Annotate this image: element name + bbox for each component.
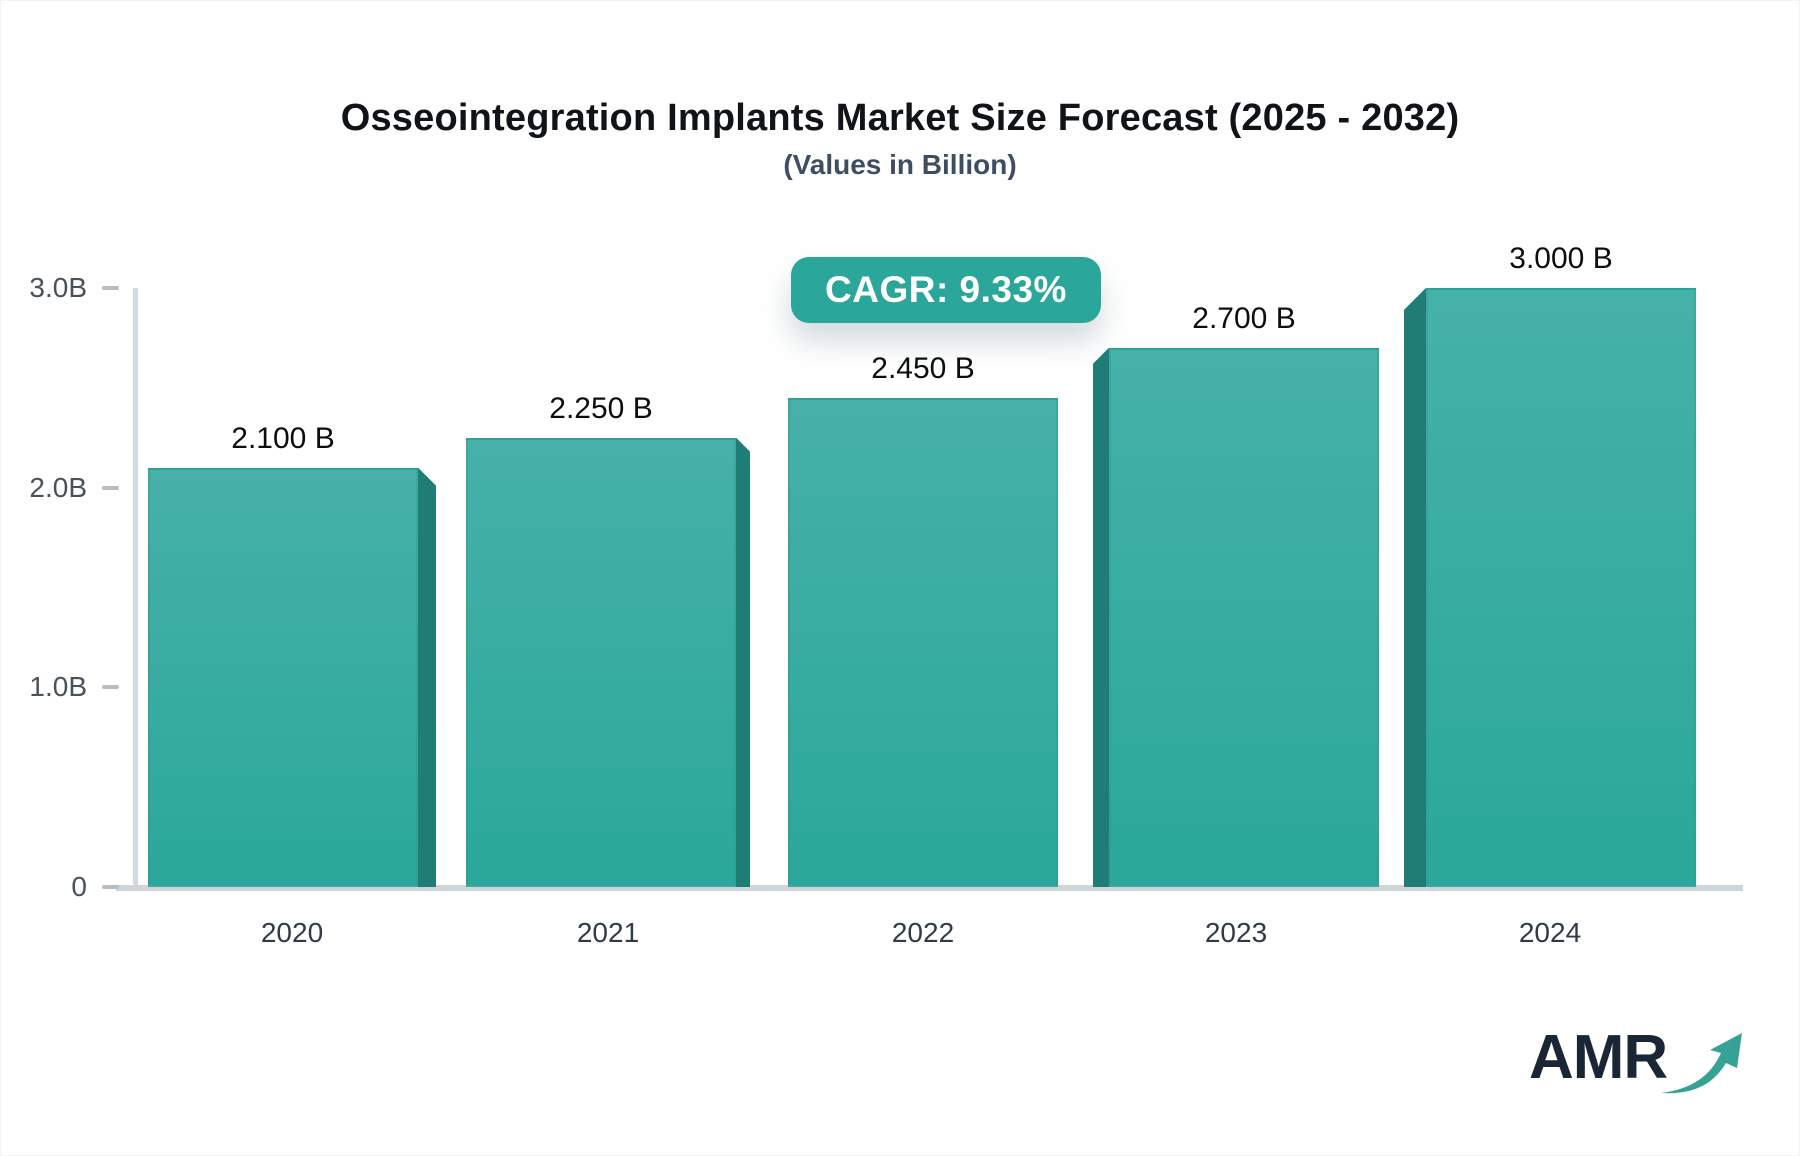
- x-axis-line: [116, 885, 1743, 891]
- amr-logo: AMR: [1529, 1027, 1749, 1101]
- bar-value-label: 2.250 B: [549, 391, 653, 425]
- y-axis-line: [133, 288, 138, 890]
- x-tick-label: 2021: [576, 917, 640, 948]
- y-tick-mark: [102, 485, 119, 490]
- bar: [466, 437, 736, 887]
- x-tick-label: 2023: [1204, 917, 1268, 948]
- bar-side: [418, 467, 436, 887]
- bar-value-label: 2.700 B: [1192, 301, 1296, 335]
- cagr-badge-label: CAGR: 9.33%: [825, 269, 1067, 310]
- bar: [1109, 347, 1379, 887]
- bar-value-label: 2.100 B: [231, 421, 335, 455]
- x-tick-label: 2020: [260, 917, 324, 948]
- x-tick-label: 2024: [1518, 917, 1582, 948]
- bar: [1426, 287, 1696, 887]
- cagr-badge: CAGR: 9.33%: [791, 257, 1101, 323]
- chart-subtitle: (Values in Billion): [783, 149, 1017, 180]
- y-tick-label: 0: [71, 871, 87, 902]
- bar-value-label: 2.450 B: [871, 351, 975, 385]
- y-tick-mark: [102, 285, 119, 290]
- logo-text: AMR: [1529, 1023, 1668, 1092]
- growth-arrow-icon: [1661, 1033, 1743, 1094]
- bar-value-label: 3.000 B: [1509, 241, 1613, 275]
- y-tick-mark: [102, 685, 119, 690]
- y-tick-mark: [102, 885, 119, 889]
- bar: [788, 397, 1058, 887]
- y-tick-label: 1.0B: [29, 671, 87, 703]
- bar: [148, 467, 418, 887]
- chart-title: Osseointegration Implants Market Size Fo…: [340, 97, 1460, 139]
- bar-side: [1404, 287, 1426, 887]
- x-tick-label: 2022: [891, 917, 955, 948]
- bar-side: [1093, 347, 1109, 887]
- y-tick-label: 2.0B: [29, 471, 87, 503]
- y-tick-label: 3.0B: [29, 271, 87, 303]
- bar-side: [736, 437, 750, 887]
